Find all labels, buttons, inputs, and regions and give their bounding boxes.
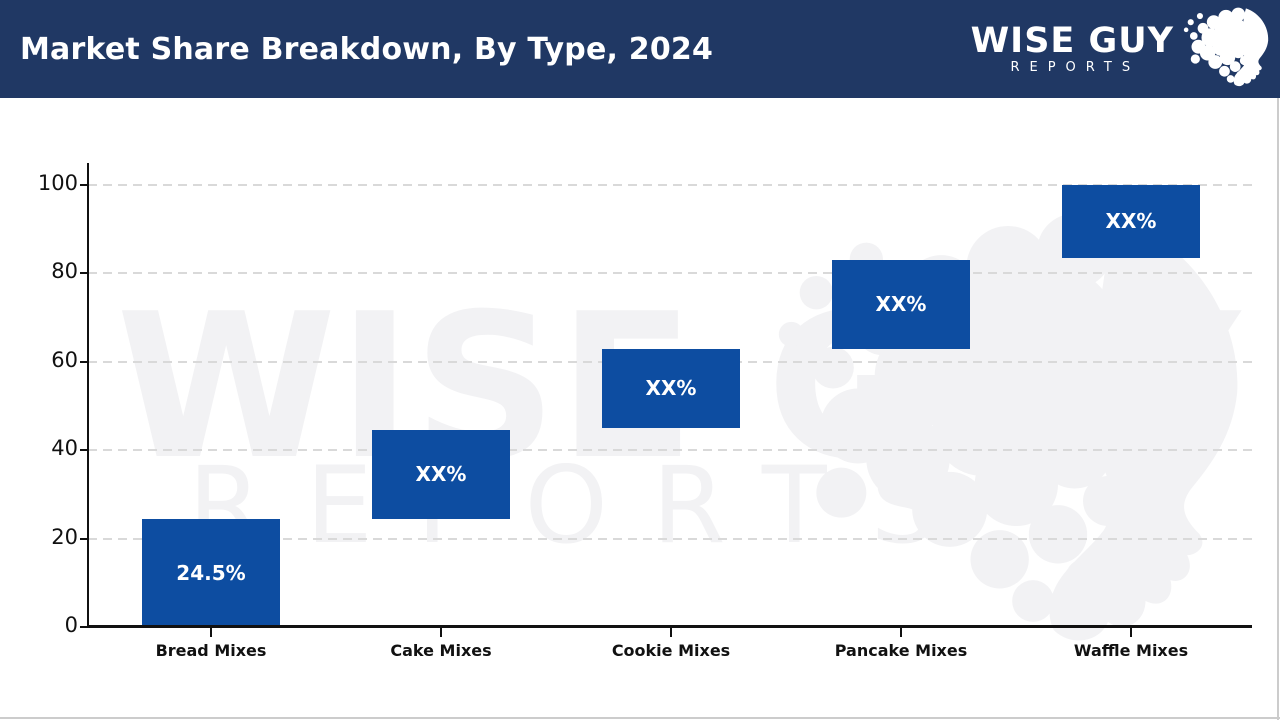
logo-head-icon (1183, 7, 1269, 87)
x-tick-mark-2 (670, 628, 672, 637)
y-tick-label-0: 0 (64, 613, 78, 637)
y-tick-mark-40 (80, 449, 88, 452)
gridline-80 (88, 272, 1252, 275)
y-axis-spine (87, 163, 89, 628)
header-bar: Market Share Breakdown, By Type, 2024 (0, 0, 1280, 98)
wise-guy-logo: WISE GUY REPORTS (971, 4, 1272, 94)
x-tick-label-0: Bread Mixes (155, 641, 267, 660)
x-tick-label-1: Cake Mixes (390, 641, 492, 660)
bar-waffle-mixes: XX% (1062, 185, 1200, 258)
y-tick-mark-100 (80, 184, 88, 186)
bar-cookie-mixes: XX% (602, 348, 740, 429)
bar-pancake-mixes: XX% (832, 260, 970, 349)
logo-text: WISE GUY REPORTS (970, 20, 1174, 76)
x-axis-spine (87, 625, 1252, 628)
y-tick-mark-0 (80, 626, 88, 628)
x-tick-label-3: Pancake Mixes (834, 641, 968, 660)
x-tick-label-2: Cookie Mixes (611, 641, 731, 660)
bar-value-label: 24.5% (176, 560, 246, 585)
y-tick-label-60: 60 (51, 347, 78, 372)
y-tick-label-80: 80 (51, 259, 78, 284)
bar-bread-mixes: 24.5% (142, 518, 280, 627)
y-tick-mark-20 (80, 537, 88, 540)
y-tick-label-40: 40 (51, 436, 78, 461)
y-tick-label-20: 20 (51, 524, 78, 549)
bar-value-label: XX% (1105, 209, 1157, 234)
bar-value-label: XX% (645, 376, 697, 401)
x-tick-mark-1 (440, 628, 442, 637)
chart-title: Market Share Breakdown, By Type, 2024 (20, 31, 714, 67)
gridline-100 (88, 184, 1252, 186)
bottom-frame-line (0, 717, 1280, 719)
x-tick-mark-0 (210, 628, 212, 637)
gridline-40 (88, 449, 1252, 452)
y-tick-mark-80 (80, 272, 88, 275)
y-tick-mark-60 (80, 360, 88, 363)
bar-value-label: XX% (415, 462, 467, 487)
right-frame-line (1277, 98, 1279, 720)
logo-subtitle: REPORTS (1010, 60, 1141, 76)
y-tick-label-100: 100 (37, 171, 78, 195)
x-tick-mark-4 (1130, 628, 1132, 637)
x-tick-mark-3 (900, 628, 902, 637)
bar-cake-mixes: XX% (372, 430, 510, 519)
bar-value-label: XX% (875, 292, 927, 317)
watermark-reports: REPORTS (188, 444, 982, 567)
logo-wordmark: WISE GUY (970, 20, 1174, 61)
x-tick-label-4: Waffle Mixes (1073, 641, 1189, 660)
gridline-20 (88, 537, 1252, 540)
